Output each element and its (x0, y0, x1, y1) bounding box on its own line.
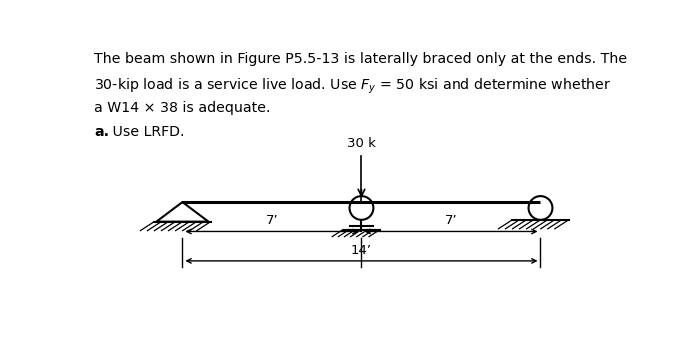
Text: a W14 × 38 is adequate.: a W14 × 38 is adequate. (94, 101, 270, 115)
Text: a.: a. (94, 125, 109, 139)
Text: 7’: 7’ (444, 214, 457, 227)
Text: 30 k: 30 k (347, 137, 376, 150)
Text: 14’: 14’ (351, 244, 372, 257)
Text: Use LRFD.: Use LRFD. (108, 125, 185, 139)
Text: 7’: 7’ (265, 214, 279, 227)
Text: The beam shown in Figure P5.5-13 is laterally braced only at the ends. The: The beam shown in Figure P5.5-13 is late… (94, 52, 627, 66)
Text: 30-kip load is a service live load. Use $F_y$ = 50 ksi and determine whether: 30-kip load is a service live load. Use … (94, 76, 611, 96)
